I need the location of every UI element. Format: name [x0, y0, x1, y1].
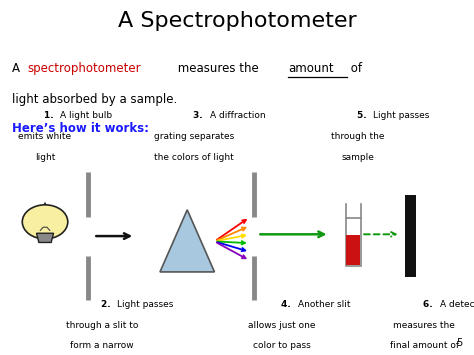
Text: A diffraction: A diffraction [210, 111, 265, 120]
Text: amount: amount [288, 62, 333, 75]
Polygon shape [160, 210, 214, 272]
Text: sample: sample [341, 153, 374, 162]
Bar [346, 218, 361, 266]
Text: 3.: 3. [193, 111, 206, 120]
Text: 5: 5 [456, 338, 462, 348]
Text: through the: through the [331, 132, 384, 141]
Text: Light passes: Light passes [118, 300, 174, 309]
Text: the colors of light: the colors of light [155, 153, 234, 162]
Text: color to pass: color to pass [253, 341, 311, 350]
Text: measures the: measures the [393, 321, 455, 329]
Text: grating separates: grating separates [154, 132, 235, 141]
Text: light: light [35, 153, 55, 162]
Text: spectrophotometer: spectrophotometer [27, 62, 141, 75]
Text: of: of [346, 62, 362, 75]
Text: Here’s how it works:: Here’s how it works: [12, 122, 149, 136]
Text: 5.: 5. [357, 111, 370, 120]
Text: A Spectrophotometer: A Spectrophotometer [118, 11, 356, 31]
Polygon shape [36, 233, 54, 242]
Text: 2.: 2. [101, 300, 114, 309]
Text: through a slit to: through a slit to [66, 321, 138, 329]
Text: Another slit: Another slit [298, 300, 350, 309]
Text: 1.: 1. [44, 111, 57, 120]
Text: final amount of: final amount of [390, 341, 459, 350]
Text: Light passes: Light passes [374, 111, 430, 120]
Text: 6.: 6. [423, 300, 436, 309]
Text: A: A [12, 62, 24, 75]
Bar [405, 195, 416, 277]
Text: 4.: 4. [281, 300, 294, 309]
Text: form a narrow: form a narrow [70, 341, 134, 350]
Text: A detector: A detector [440, 300, 474, 309]
Text: A light bulb: A light bulb [61, 111, 113, 120]
Circle shape [22, 205, 68, 239]
Text: light absorbed by a sample.: light absorbed by a sample. [12, 93, 177, 106]
Text: allows just one: allows just one [248, 321, 316, 329]
Text: emits white: emits white [18, 132, 72, 141]
Bar [346, 235, 360, 265]
Text: measures the: measures the [173, 62, 262, 75]
